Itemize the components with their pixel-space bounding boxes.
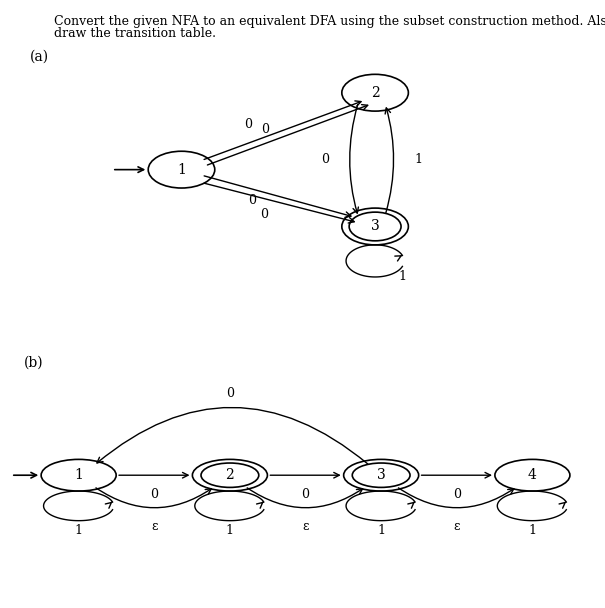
Text: 1: 1 <box>177 162 186 177</box>
Text: 0: 0 <box>150 488 159 501</box>
Text: 0: 0 <box>226 387 234 400</box>
Text: 0: 0 <box>261 123 269 136</box>
Text: 4: 4 <box>528 468 537 482</box>
Text: 1: 1 <box>74 468 83 482</box>
Text: 0: 0 <box>249 194 257 207</box>
Text: draw the transition table.: draw the transition table. <box>54 27 217 40</box>
Text: 0: 0 <box>261 208 269 221</box>
Text: 1: 1 <box>226 524 234 537</box>
Text: 1: 1 <box>74 524 83 537</box>
Text: 3: 3 <box>377 468 385 482</box>
Text: (b): (b) <box>24 355 44 369</box>
Text: Convert the given NFA to an equivalent DFA using the subset construction method.: Convert the given NFA to an equivalent D… <box>54 15 605 28</box>
Text: 0: 0 <box>244 118 252 131</box>
Text: 0: 0 <box>301 488 310 501</box>
Text: ε: ε <box>454 520 460 533</box>
Text: 0: 0 <box>321 153 329 166</box>
Text: (a): (a) <box>30 49 50 63</box>
Text: 1: 1 <box>414 153 422 166</box>
Text: 1: 1 <box>377 524 385 537</box>
Text: 1: 1 <box>528 524 537 537</box>
Text: 2: 2 <box>371 86 379 100</box>
Text: 3: 3 <box>371 219 379 233</box>
Text: 0: 0 <box>453 488 461 501</box>
Text: 1: 1 <box>398 271 407 283</box>
Text: ε: ε <box>302 520 309 533</box>
Text: ε: ε <box>151 520 157 533</box>
Text: 2: 2 <box>226 468 234 482</box>
